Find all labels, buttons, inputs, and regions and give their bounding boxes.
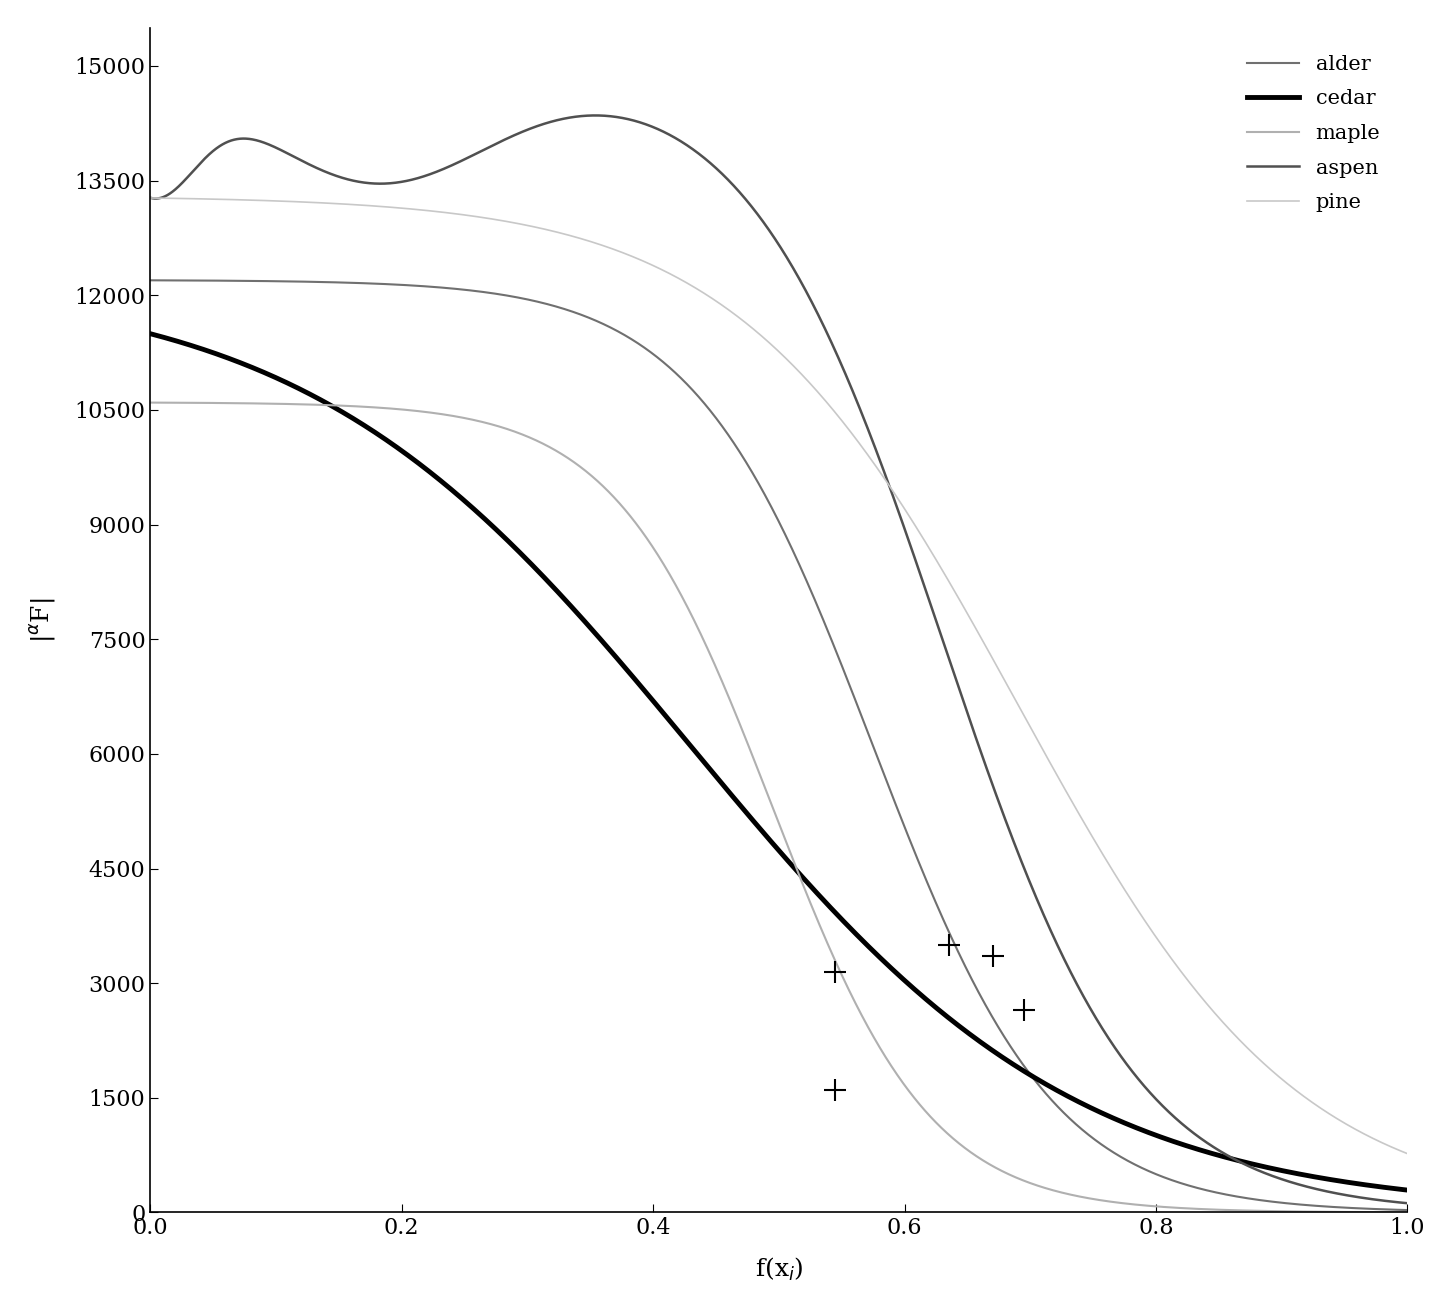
maple [285, 396, 302, 412]
alder [679, 376, 696, 392]
Line: cedar: cedar [150, 334, 1408, 1190]
maple [141, 395, 158, 410]
Legend: alder, cedar, maple, aspen, pine: alder, cedar, maple, aspen, pine [1231, 38, 1396, 229]
Line: aspen: aspen [150, 115, 1408, 1203]
alder [623, 332, 641, 347]
cedar [1399, 1183, 1417, 1198]
alder [359, 275, 376, 291]
Y-axis label: |$^{\alpha}$F|: |$^{\alpha}$F| [28, 598, 58, 642]
cedar [1238, 1155, 1255, 1171]
pine [679, 275, 696, 291]
pine [1238, 1040, 1255, 1055]
cedar [1375, 1180, 1392, 1196]
aspen [1399, 1196, 1417, 1211]
X-axis label: f(x$_i$): f(x$_i$) [754, 1256, 804, 1283]
pine [141, 190, 158, 206]
pine [359, 198, 376, 214]
alder [141, 273, 158, 288]
maple [623, 511, 641, 527]
aspen [587, 108, 604, 123]
Line: maple: maple [150, 402, 1408, 1213]
cedar [359, 420, 376, 435]
aspen [1239, 1158, 1257, 1173]
alder [1375, 1201, 1392, 1217]
pine [285, 194, 302, 210]
Line: alder: alder [150, 281, 1408, 1210]
pine [1375, 1135, 1392, 1151]
aspen [625, 113, 642, 128]
aspen [1375, 1193, 1392, 1209]
aspen [679, 138, 696, 153]
aspen [359, 176, 376, 191]
aspen [141, 190, 158, 206]
alder [1238, 1190, 1255, 1206]
maple [359, 399, 376, 414]
maple [1238, 1202, 1255, 1218]
pine [623, 249, 641, 265]
maple [1375, 1205, 1392, 1221]
cedar [679, 734, 696, 750]
pine [1399, 1146, 1417, 1162]
Line: pine: pine [150, 198, 1408, 1154]
aspen [285, 148, 302, 164]
cedar [141, 326, 158, 342]
alder [285, 274, 302, 290]
maple [1399, 1205, 1417, 1221]
alder [1399, 1202, 1417, 1218]
maple [679, 598, 696, 614]
cedar [285, 378, 302, 393]
cedar [623, 669, 641, 684]
